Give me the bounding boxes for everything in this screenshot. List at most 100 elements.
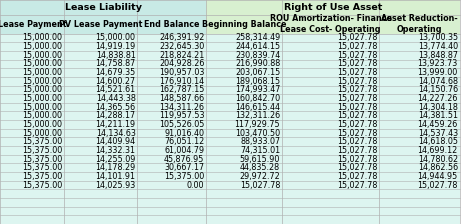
Text: 14,365.56: 14,365.56 bbox=[95, 103, 136, 112]
Text: 176,910.14: 176,910.14 bbox=[159, 77, 204, 86]
Text: 15,375.00: 15,375.00 bbox=[22, 163, 62, 172]
Text: 44,835.28: 44,835.28 bbox=[240, 163, 280, 172]
Text: 258,314.49: 258,314.49 bbox=[235, 33, 280, 42]
Text: 232,645.30: 232,645.30 bbox=[159, 42, 204, 51]
Text: 190,957.03: 190,957.03 bbox=[159, 68, 204, 77]
Text: 15,375.00: 15,375.00 bbox=[22, 155, 62, 164]
Bar bbox=[206, 207, 460, 215]
Text: 216,990.88: 216,990.88 bbox=[235, 59, 280, 68]
Text: 146,615.44: 146,615.44 bbox=[235, 103, 280, 112]
Text: End Balance: End Balance bbox=[144, 20, 200, 29]
Text: 244,614.15: 244,614.15 bbox=[235, 42, 280, 51]
Text: 61,004.79: 61,004.79 bbox=[164, 146, 204, 155]
Bar bbox=[0, 112, 206, 120]
Bar bbox=[206, 112, 460, 120]
Bar bbox=[206, 51, 460, 60]
Text: 174,993.47: 174,993.47 bbox=[235, 85, 280, 94]
Text: 132,311.26: 132,311.26 bbox=[235, 111, 280, 120]
Bar bbox=[206, 215, 460, 224]
Text: 15,000.00: 15,000.00 bbox=[22, 42, 62, 51]
Text: 15,027.78: 15,027.78 bbox=[337, 51, 377, 60]
Text: 14,944.95: 14,944.95 bbox=[418, 172, 458, 181]
Text: Beginning Balance: Beginning Balance bbox=[202, 20, 286, 29]
Text: 14,443.38: 14,443.38 bbox=[96, 94, 136, 103]
Text: 13,774.40: 13,774.40 bbox=[418, 42, 458, 51]
Text: 15,027.78: 15,027.78 bbox=[337, 146, 377, 155]
Text: 14,288.17: 14,288.17 bbox=[95, 111, 136, 120]
Bar bbox=[0, 215, 206, 224]
Bar bbox=[206, 103, 460, 112]
Bar bbox=[206, 15, 282, 34]
Text: 15,027.78: 15,027.78 bbox=[337, 163, 377, 172]
Text: 91,016.40: 91,016.40 bbox=[164, 129, 204, 138]
Text: 15,027.78: 15,027.78 bbox=[337, 111, 377, 120]
Text: 15,375.00: 15,375.00 bbox=[22, 146, 62, 155]
Bar bbox=[0, 138, 206, 146]
Bar bbox=[0, 51, 206, 60]
Text: 15,375.00: 15,375.00 bbox=[22, 137, 62, 146]
Text: 14,134.63: 14,134.63 bbox=[96, 129, 136, 138]
Text: 162,787.15: 162,787.15 bbox=[159, 85, 204, 94]
Bar bbox=[64, 15, 137, 34]
Bar bbox=[0, 60, 206, 68]
Bar bbox=[0, 77, 206, 86]
Text: 15,027.78: 15,027.78 bbox=[337, 137, 377, 146]
Text: 14,600.27: 14,600.27 bbox=[95, 77, 136, 86]
Bar bbox=[206, 189, 460, 198]
Bar bbox=[0, 129, 206, 138]
Bar bbox=[0, 172, 206, 181]
Text: 15,000.00: 15,000.00 bbox=[22, 120, 62, 129]
Text: 246,391.92: 246,391.92 bbox=[159, 33, 204, 42]
Bar bbox=[282, 15, 379, 34]
Bar bbox=[206, 86, 460, 94]
Bar bbox=[206, 77, 460, 86]
Text: 14,304.18: 14,304.18 bbox=[418, 103, 458, 112]
Text: 13,999.00: 13,999.00 bbox=[418, 68, 458, 77]
Bar bbox=[206, 198, 460, 207]
Text: 119,957.53: 119,957.53 bbox=[159, 111, 204, 120]
Text: 14,074.68: 14,074.68 bbox=[418, 77, 458, 86]
Text: 76,051.12: 76,051.12 bbox=[164, 137, 204, 146]
Bar bbox=[206, 42, 460, 51]
Text: ROU Amortization- Finance
Lease Cost- Operating: ROU Amortization- Finance Lease Cost- Op… bbox=[270, 14, 392, 34]
Text: 15,027.78: 15,027.78 bbox=[337, 33, 377, 42]
Text: 15,027.78: 15,027.78 bbox=[337, 129, 377, 138]
Text: 14,025.93: 14,025.93 bbox=[95, 181, 136, 190]
Text: 14,521.61: 14,521.61 bbox=[95, 85, 136, 94]
Text: 59,615.90: 59,615.90 bbox=[240, 155, 280, 164]
Text: 14,618.05: 14,618.05 bbox=[418, 137, 458, 146]
Text: 14,679.35: 14,679.35 bbox=[95, 68, 136, 77]
Text: 15,027.78: 15,027.78 bbox=[337, 155, 377, 164]
Bar bbox=[0, 0, 206, 15]
Text: 15,027.78: 15,027.78 bbox=[337, 94, 377, 103]
Text: 15,027.78: 15,027.78 bbox=[240, 181, 280, 190]
Bar bbox=[206, 120, 460, 129]
Text: 14,101.91: 14,101.91 bbox=[96, 172, 136, 181]
Text: 15,027.78: 15,027.78 bbox=[418, 181, 458, 190]
Text: 204,928.26: 204,928.26 bbox=[159, 59, 204, 68]
Bar bbox=[0, 146, 206, 155]
Text: 203,067.15: 203,067.15 bbox=[235, 68, 280, 77]
Bar bbox=[206, 138, 460, 146]
Bar bbox=[206, 146, 460, 155]
Text: Asset Reduction-
Operating: Asset Reduction- Operating bbox=[381, 14, 458, 34]
Text: 14,459.26: 14,459.26 bbox=[418, 120, 458, 129]
Text: 74,315.01: 74,315.01 bbox=[240, 146, 280, 155]
Text: 15,000.00: 15,000.00 bbox=[22, 111, 62, 120]
Bar bbox=[0, 15, 64, 34]
Text: 13,848.87: 13,848.87 bbox=[418, 51, 458, 60]
Bar bbox=[0, 103, 206, 112]
Bar bbox=[0, 86, 206, 94]
Text: 148,587.66: 148,587.66 bbox=[159, 94, 204, 103]
Text: 218,824.21: 218,824.21 bbox=[159, 51, 204, 60]
Text: Right of Use Asset: Right of Use Asset bbox=[284, 3, 382, 12]
Text: Lease Payment: Lease Payment bbox=[0, 20, 66, 29]
Text: 15,027.78: 15,027.78 bbox=[337, 181, 377, 190]
Bar bbox=[0, 207, 206, 215]
Text: 14,537.43: 14,537.43 bbox=[418, 129, 458, 138]
Bar bbox=[206, 60, 460, 68]
Bar bbox=[0, 189, 206, 198]
Bar bbox=[0, 68, 206, 77]
Bar bbox=[206, 172, 460, 181]
Text: 14,862.56: 14,862.56 bbox=[418, 163, 458, 172]
